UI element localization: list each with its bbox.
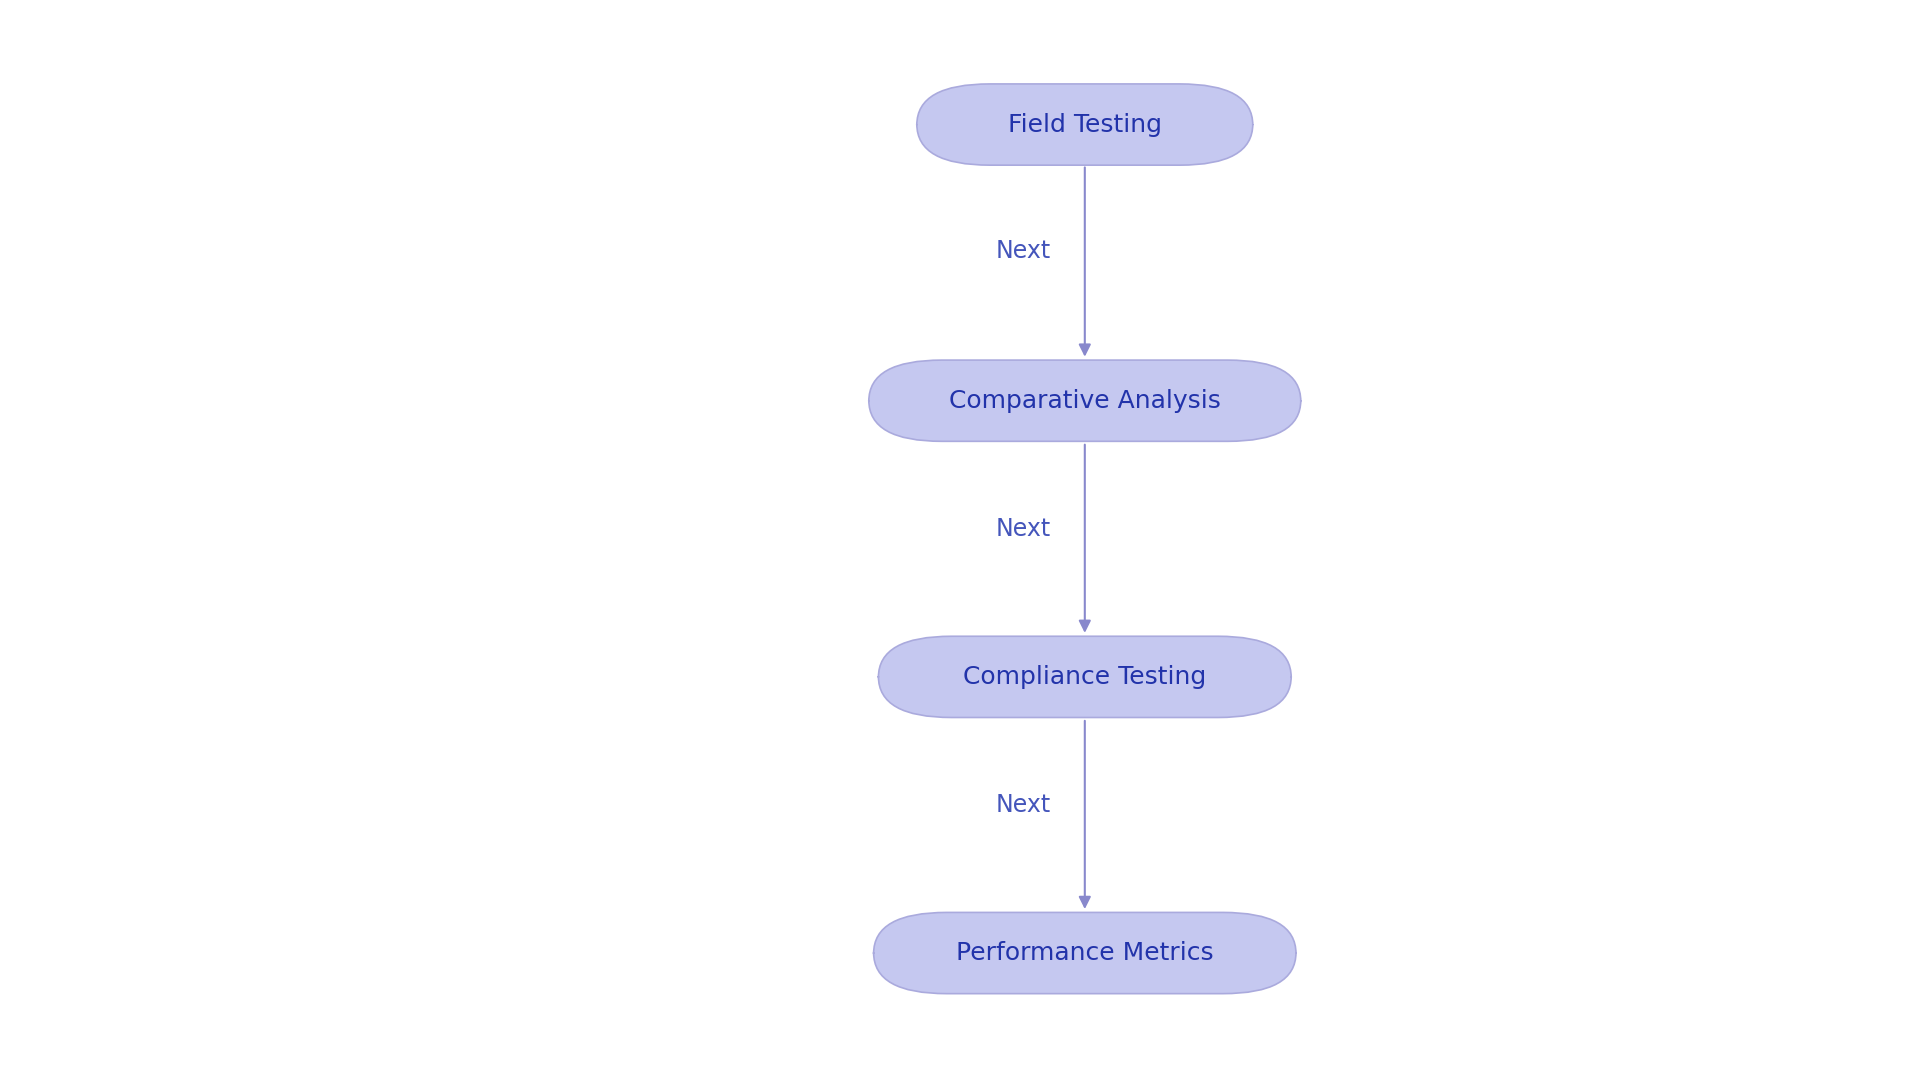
Text: Next: Next [996, 517, 1050, 540]
FancyBboxPatch shape [916, 84, 1252, 165]
Text: Performance Metrics: Performance Metrics [956, 941, 1213, 965]
FancyBboxPatch shape [877, 637, 1290, 717]
FancyBboxPatch shape [868, 360, 1302, 442]
Text: Compliance Testing: Compliance Testing [964, 665, 1206, 689]
Text: Next: Next [996, 239, 1050, 263]
Text: Next: Next [996, 793, 1050, 817]
FancyBboxPatch shape [874, 912, 1296, 994]
Text: Field Testing: Field Testing [1008, 113, 1162, 136]
Text: Comparative Analysis: Comparative Analysis [948, 389, 1221, 413]
